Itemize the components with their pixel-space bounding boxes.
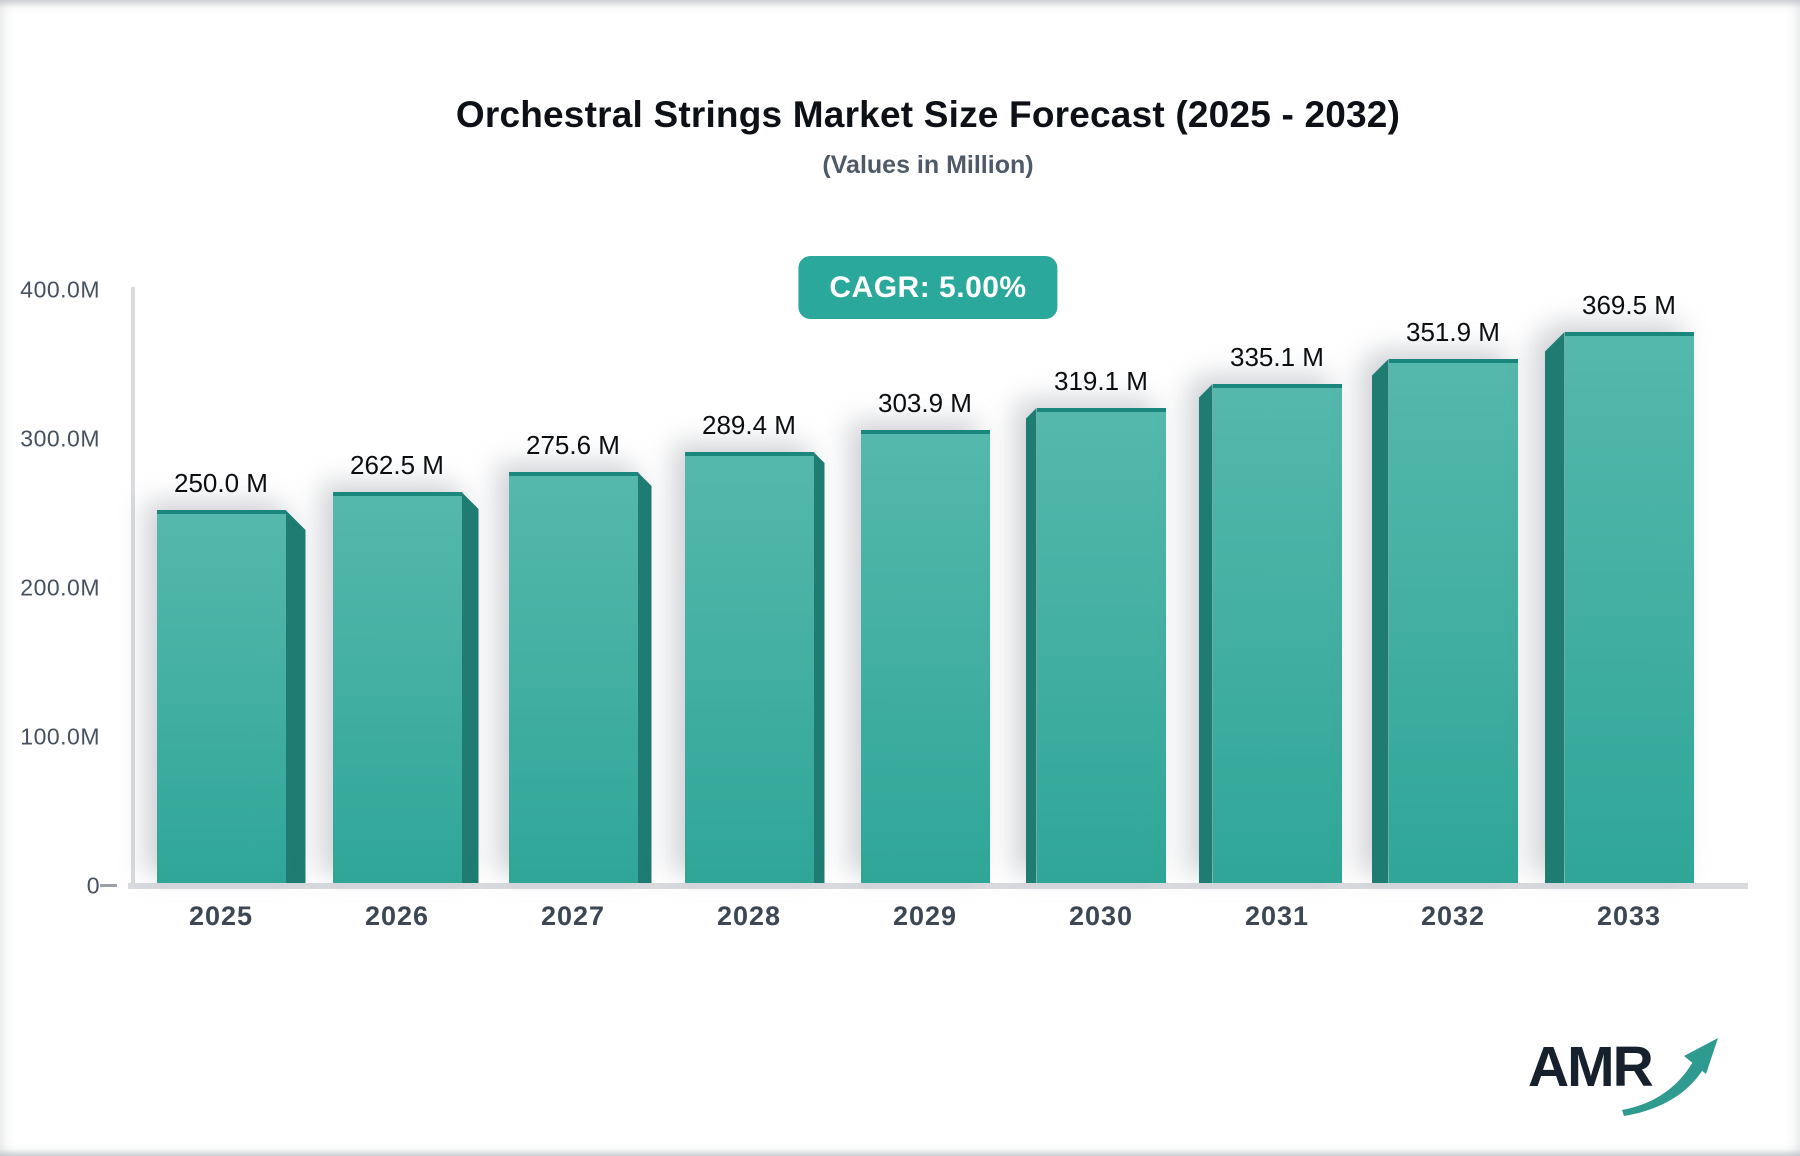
bar-3d-side bbox=[285, 510, 306, 883]
x-axis-label: 2028 bbox=[716, 901, 782, 931]
x-axis-label: 2032 bbox=[1420, 901, 1486, 931]
amr-logo: AMR bbox=[1528, 1028, 1718, 1118]
x-axis-label: 2033 bbox=[1596, 901, 1662, 931]
y-axis-label: 400.0M bbox=[20, 276, 100, 303]
bar-face bbox=[332, 492, 462, 883]
zero-tick-mark bbox=[100, 884, 117, 887]
x-axis-label: 2027 bbox=[540, 901, 606, 931]
bar-3d-side bbox=[637, 472, 652, 883]
bar-value-label: 262.5 M bbox=[350, 450, 444, 480]
bar-2031 bbox=[1198, 384, 1342, 883]
bar-value-label: 303.9 M bbox=[878, 388, 972, 418]
x-axis-label: 2026 bbox=[364, 901, 430, 931]
x-axis-label: 2030 bbox=[1068, 901, 1134, 931]
bar-3d-side bbox=[1025, 408, 1037, 883]
bar-face bbox=[1036, 408, 1166, 883]
x-axis-label: 2025 bbox=[188, 901, 254, 931]
bar-face bbox=[1564, 332, 1694, 883]
bar-3d-side bbox=[1544, 332, 1565, 883]
bar-face bbox=[860, 430, 990, 883]
bar-value-label: 289.4 M bbox=[702, 410, 796, 440]
bar-3d-side bbox=[1371, 359, 1389, 883]
x-axis-label: 2029 bbox=[892, 901, 958, 931]
bar-face bbox=[156, 510, 286, 883]
bar-face bbox=[1388, 359, 1518, 883]
bar-2025 bbox=[156, 510, 306, 883]
y-axis-label: 300.0M bbox=[20, 425, 100, 452]
bar-face bbox=[1212, 384, 1342, 883]
bottom-edge-shading bbox=[0, 1149, 1800, 1156]
x-axis-line bbox=[128, 883, 1748, 889]
bar-value-label: 319.1 M bbox=[1054, 366, 1148, 396]
bar-face bbox=[508, 472, 638, 883]
bar-value-label: 275.6 M bbox=[526, 430, 620, 460]
chart-subtitle: (Values in Million) bbox=[822, 151, 1034, 179]
bar-value-label: 335.1 M bbox=[1230, 342, 1324, 372]
bar-2028 bbox=[684, 452, 825, 883]
logo-text: AMR bbox=[1528, 1035, 1654, 1099]
growth-arrow-icon bbox=[1622, 1038, 1718, 1116]
bar-value-label: 250.0 M bbox=[174, 468, 268, 498]
bar-value-label: 351.9 M bbox=[1406, 317, 1500, 347]
cagr-badge: CAGR: 5.00% bbox=[798, 256, 1058, 319]
y-axis-label: 0 bbox=[86, 872, 100, 899]
bar-3d-side bbox=[813, 452, 825, 883]
bar-face bbox=[684, 452, 814, 883]
chart-title: Orchestral Strings Market Size Forecast … bbox=[455, 94, 1401, 135]
y-axis-label: 200.0M bbox=[20, 574, 100, 601]
bar-value-label: 369.5 M bbox=[1582, 290, 1676, 320]
bar-2029 bbox=[860, 430, 990, 883]
bar-2032 bbox=[1371, 359, 1518, 883]
bar-3d-side bbox=[461, 492, 479, 883]
y-axis-label: 100.0M bbox=[20, 723, 100, 750]
bar-2027 bbox=[508, 472, 652, 883]
bar-2030 bbox=[1025, 408, 1166, 883]
y-axis-line bbox=[131, 287, 135, 886]
bar-2026 bbox=[332, 492, 479, 883]
bar-2033 bbox=[1544, 332, 1694, 883]
bar-3d-side bbox=[1198, 384, 1213, 883]
x-axis-label: 2031 bbox=[1244, 901, 1310, 931]
top-edge-shading bbox=[0, 0, 1800, 8]
